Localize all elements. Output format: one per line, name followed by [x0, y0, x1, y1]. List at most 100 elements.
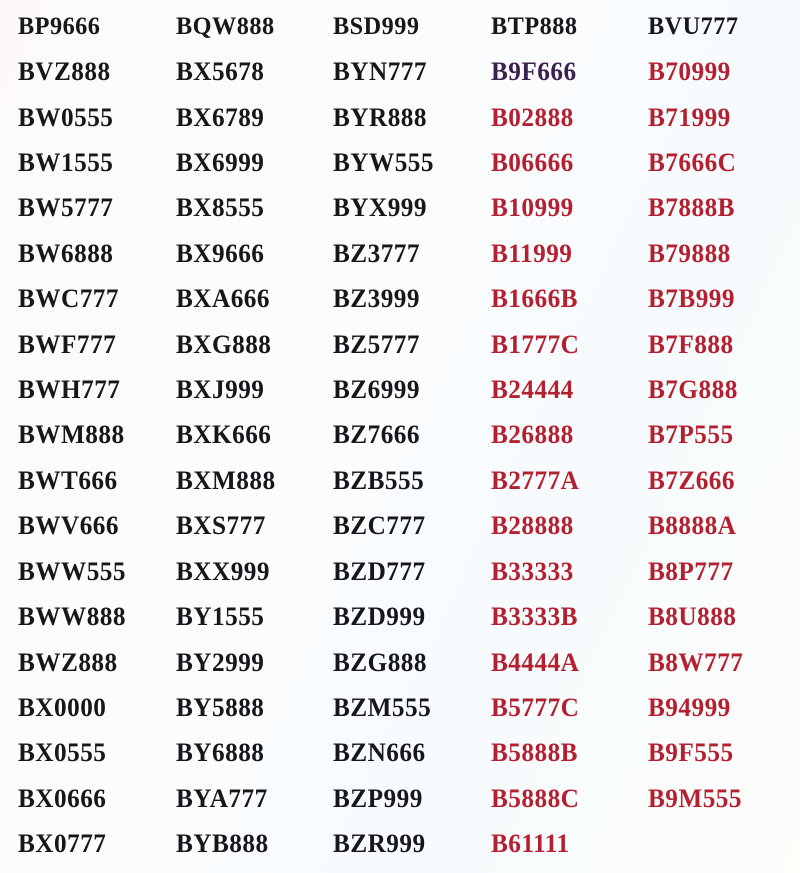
plate-code: B2777A [490, 465, 580, 495]
plate-code: BX9666 [175, 238, 264, 268]
plate-cell: BZM555 [321, 685, 479, 730]
plate-code: BVZ888 [18, 57, 111, 87]
plate-cell: BX9666 [164, 231, 322, 276]
plate-code: BW6888 [18, 238, 114, 268]
plate-cell: B8888A [636, 504, 794, 549]
plate-code: BYR888 [333, 102, 428, 132]
plate-code: BW5777 [18, 193, 114, 223]
plate-code: BY1555 [175, 602, 264, 632]
plate-cell: BZ6999 [321, 367, 479, 412]
plate-code: BY5888 [175, 693, 264, 723]
plate-cell: BX0555 [6, 731, 164, 776]
plate-code: B7888B [648, 193, 736, 223]
plate-code: B9F666 [490, 57, 577, 87]
plate-code: BXJ999 [175, 375, 264, 405]
plate-cell: BZD999 [321, 594, 479, 639]
plate-code: BZM555 [333, 693, 432, 723]
plate-code: B7F888 [648, 329, 734, 359]
plate-cell: BYR888 [321, 95, 479, 140]
plate-code: B8U888 [648, 602, 737, 632]
plate-cell: B8U888 [636, 594, 794, 639]
plate-cell: BXA666 [164, 277, 322, 322]
plate-cell: B11999 [479, 231, 637, 276]
plate-cell: BYN777 [321, 49, 479, 94]
plate-code: B5777C [490, 693, 580, 723]
plate-cell: BX0000 [6, 685, 164, 730]
plate-code: B11999 [490, 238, 573, 268]
plate-code: BZR999 [333, 829, 426, 859]
plate-cell: B9M555 [636, 776, 794, 821]
plate-code: BZB555 [333, 465, 425, 495]
plate-cell: B7888B [636, 186, 794, 231]
plate-code: BX0000 [18, 693, 107, 723]
plate-cell: B7Z666 [636, 458, 794, 503]
plate-cell: BWV666 [6, 504, 164, 549]
plate-cell: BWW555 [6, 549, 164, 594]
plate-code: B61111 [490, 829, 570, 859]
plate-cell: BZN666 [321, 731, 479, 776]
plate-cell: BWH777 [6, 367, 164, 412]
header-cell-col-1: BP9666 [6, 4, 164, 49]
plate-cell: BXJ999 [164, 367, 322, 412]
plate-cell: BZ7666 [321, 413, 479, 458]
plate-code: B5888C [490, 783, 580, 813]
plate-cell: BY2999 [164, 640, 322, 685]
plate-code: B8888A [648, 511, 737, 541]
plate-cell: BX0777 [6, 822, 164, 867]
plate-cell: BXM888 [164, 458, 322, 503]
plate-code: BY2999 [175, 647, 264, 677]
plate-cell: BYW555 [321, 140, 479, 185]
plate-code: BYB888 [175, 829, 269, 859]
plate-code: B7P555 [648, 420, 734, 450]
plate-code: BZD999 [333, 602, 426, 632]
plate-cell: BXS777 [164, 504, 322, 549]
plate-code: BWV666 [18, 511, 120, 541]
plate-cell: BZG888 [321, 640, 479, 685]
plate-code: B9M555 [648, 783, 743, 813]
plate-cell: B10999 [479, 186, 637, 231]
header-cell-col-3: BSD999 [321, 4, 479, 49]
plate-code: BX0555 [18, 738, 107, 768]
plate-cell: B3333B [479, 594, 637, 639]
plate-cell: BZC777 [321, 504, 479, 549]
plate-cell: B8W777 [636, 640, 794, 685]
plate-cell: BY5888 [164, 685, 322, 730]
plate-cell: BY1555 [164, 594, 322, 639]
plate-cell: BZP999 [321, 776, 479, 821]
plate-code: BZC777 [333, 511, 426, 541]
plate-code: B9F555 [648, 738, 734, 768]
plate-cell [636, 822, 794, 867]
plate-code: BX5678 [175, 57, 264, 87]
plate-cell: BWM888 [6, 413, 164, 458]
plate-code: B8W777 [648, 647, 744, 677]
plate-code: B7B999 [648, 284, 736, 314]
plate-code: BZN666 [333, 738, 426, 768]
plate-cell: BVZ888 [6, 49, 164, 94]
plate-code: BXS777 [175, 511, 266, 541]
plate-cell: B9F666 [479, 49, 637, 94]
plate-cell: BX6999 [164, 140, 322, 185]
header-cell-col-2: BQW888 [164, 4, 322, 49]
plate-code: BXA666 [175, 284, 270, 314]
plate-code: BW1555 [18, 147, 114, 177]
plate-cell: BX5678 [164, 49, 322, 94]
header-cell-col-4: BTP888 [479, 4, 637, 49]
plate-code: BWF777 [18, 329, 117, 359]
plate-code: BYN777 [333, 57, 428, 87]
plate-cell: B1666B [479, 277, 637, 322]
plate-code: BX8555 [175, 193, 264, 223]
plate-cell: BXK666 [164, 413, 322, 458]
plate-cell: BX0666 [6, 776, 164, 821]
plate-cell: B7F888 [636, 322, 794, 367]
plate-cell: BYX999 [321, 186, 479, 231]
plate-code: BZ7666 [333, 420, 421, 450]
header-plate-code: BSD999 [333, 13, 420, 41]
plate-cell: BW5777 [6, 186, 164, 231]
plate-cell: BZ3777 [321, 231, 479, 276]
plate-cell: B5888B [479, 731, 637, 776]
plate-cell: B2777A [479, 458, 637, 503]
plate-code: B5888B [490, 738, 578, 768]
plate-cell: BXX999 [164, 549, 322, 594]
